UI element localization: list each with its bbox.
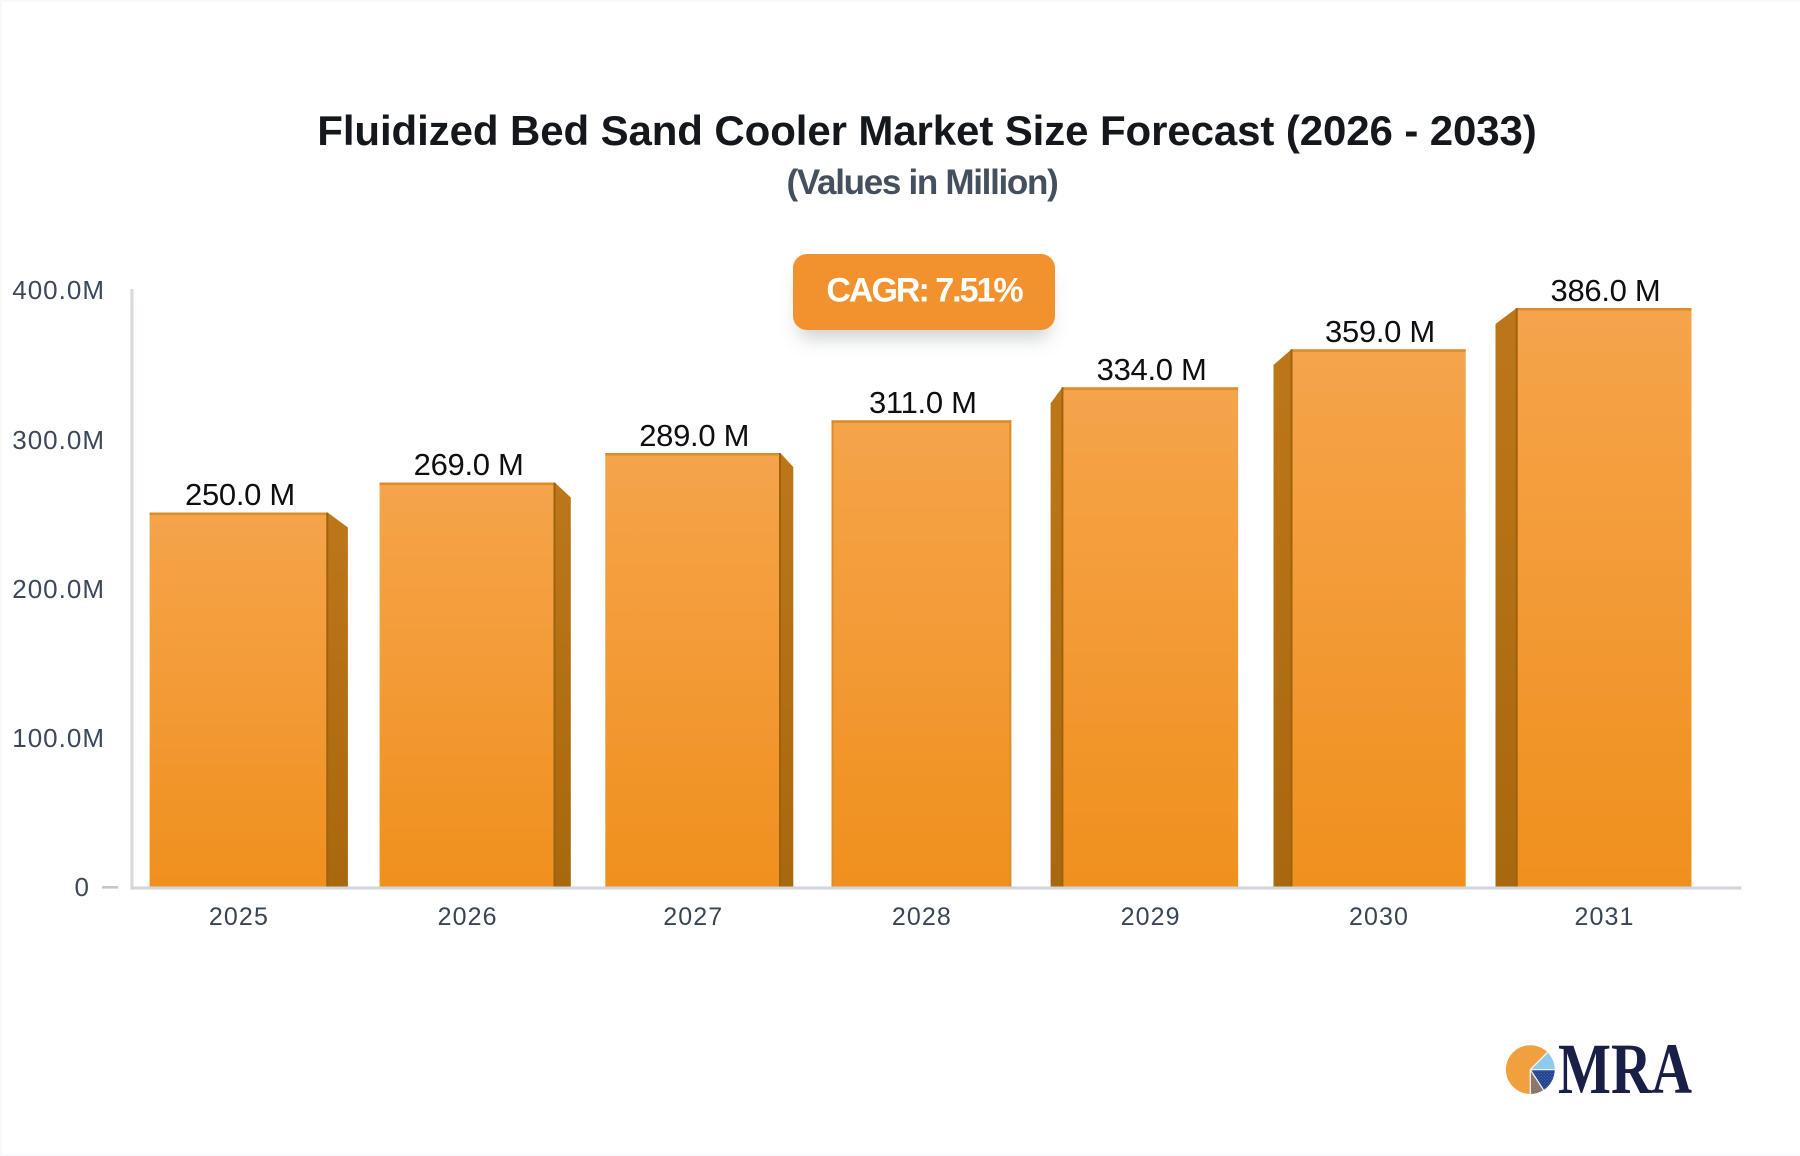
svg-text:MRA: MRA — [1558, 1029, 1692, 1109]
